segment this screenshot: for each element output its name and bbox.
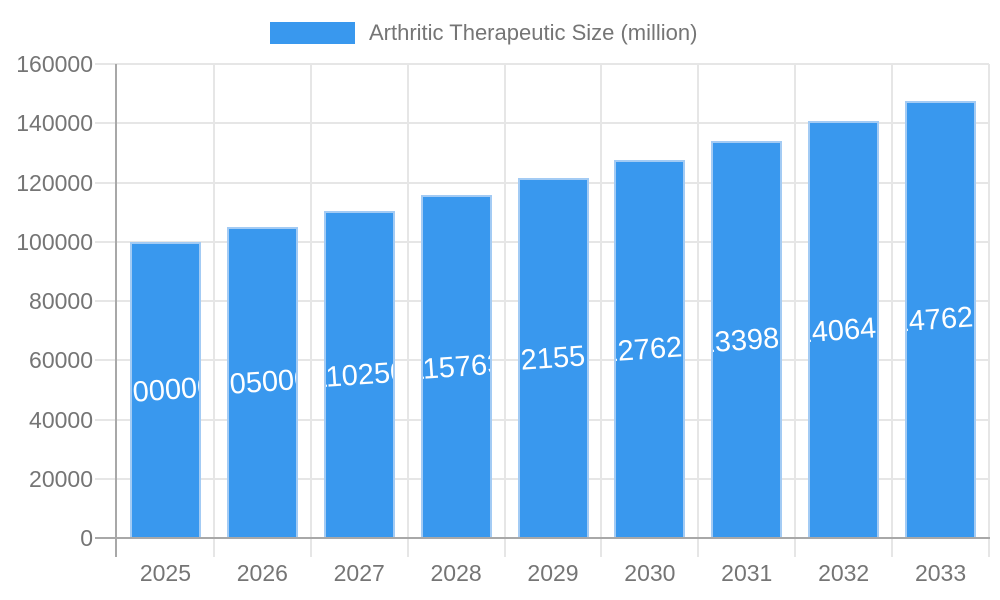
v-gridline	[600, 64, 603, 538]
bar: 121551	[517, 177, 589, 538]
legend[interactable]: Arthritic Therapeutic Size (million)	[270, 20, 697, 46]
v-gridline	[988, 64, 990, 538]
plot-area: 100000 105000 110250 115763 121551 127628 1339…	[117, 63, 990, 538]
bar-value-label: 105000	[226, 363, 298, 403]
bar: 127628	[614, 159, 686, 538]
y-axis-tick	[95, 240, 117, 243]
y-axis-tick	[95, 181, 117, 184]
x-axis-tick	[794, 538, 797, 557]
bar: 115763	[420, 195, 492, 538]
x-axis-tick	[406, 538, 409, 557]
v-gridline	[212, 64, 215, 538]
h-gridline	[117, 63, 989, 65]
legend-label: Arthritic Therapeutic Size (million)	[369, 20, 698, 45]
bar: 100000	[129, 241, 201, 538]
x-axis-label: 2028	[430, 560, 482, 586]
bar: 133989	[711, 141, 783, 538]
x-axis-label: 2027	[333, 560, 385, 586]
bar: 110250	[323, 211, 395, 538]
y-axis-tick	[95, 63, 117, 65]
y-axis-label: 140000	[16, 110, 93, 137]
bar-value-label: 110250	[323, 355, 395, 395]
v-gridline	[891, 64, 894, 538]
legend-swatch	[270, 22, 355, 44]
x-axis-label: 2033	[914, 560, 967, 586]
bar: 140643	[808, 121, 880, 538]
x-axis-tick	[697, 538, 700, 557]
bar-value-label: 140643	[808, 310, 880, 350]
y-axis-tick	[95, 418, 117, 421]
x-axis-label: 2029	[527, 560, 579, 586]
v-gridline	[309, 64, 312, 538]
bar-value-label: 121551	[517, 339, 589, 378]
y-axis-label: 100000	[16, 228, 93, 255]
v-gridline	[794, 64, 797, 538]
x-axis-label: 2030	[624, 560, 676, 586]
y-axis-label: 160000	[16, 51, 93, 77]
bar-value-label: 127628	[614, 330, 686, 369]
x-axis-tick	[309, 538, 312, 557]
x-axis-label: 2032	[818, 560, 870, 586]
x-axis-tick	[503, 538, 506, 557]
v-gridline	[503, 64, 506, 538]
y-axis-tick	[95, 359, 117, 362]
v-gridline	[697, 64, 700, 538]
y-axis-label: 20000	[29, 465, 93, 492]
bar: 105000	[226, 226, 298, 538]
y-axis-tick	[95, 122, 117, 125]
bar-value-label: 133989	[711, 320, 783, 360]
x-axis-label: 2025	[139, 560, 192, 586]
x-axis-tick	[988, 538, 990, 557]
v-gridline	[406, 64, 409, 538]
bar-value-label: 115763	[420, 347, 492, 387]
x-axis-tick	[891, 538, 894, 557]
y-axis-label: 80000	[29, 288, 93, 314]
y-axis-label: 120000	[16, 169, 93, 196]
bar: 147620	[905, 100, 977, 538]
y-axis-tick	[95, 300, 117, 302]
x-axis-tick	[600, 538, 603, 557]
y-axis-tick	[95, 477, 117, 480]
y-axis-label: 40000	[29, 406, 93, 433]
x-axis-line	[95, 537, 990, 539]
bar-value-label: 100000	[129, 371, 201, 410]
x-axis-label: 2026	[236, 560, 288, 586]
x-axis-label: 2031	[721, 560, 773, 586]
x-axis-tick	[212, 538, 215, 557]
y-axis-line	[115, 64, 117, 557]
bar-value-label: 147620	[905, 300, 977, 340]
y-axis-label: 0	[80, 525, 93, 551]
y-axis-label: 60000	[29, 347, 93, 374]
h-gridline	[117, 122, 989, 125]
